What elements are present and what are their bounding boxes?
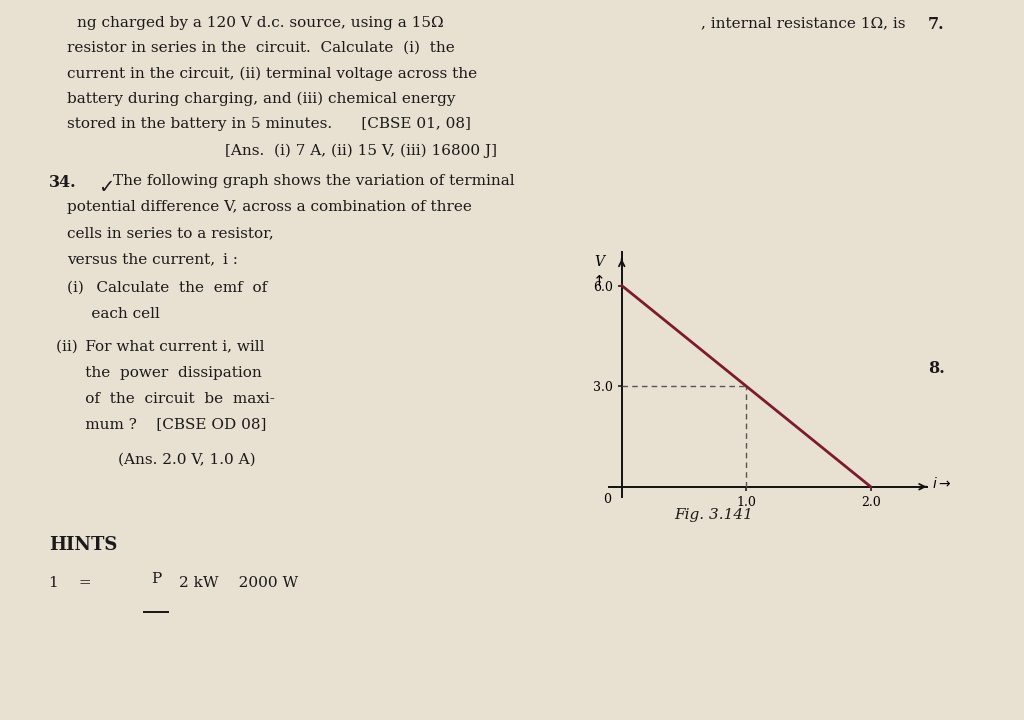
Text: Fig. 3.141: Fig. 3.141 bbox=[674, 508, 753, 521]
Text: current in the circuit, (ii) terminal voltage across the: current in the circuit, (ii) terminal vo… bbox=[67, 66, 477, 81]
Text: potential difference V, across a combination of three: potential difference V, across a combina… bbox=[67, 200, 471, 214]
Text: ng charged by a 120 V d.c. source, using a 15Ω: ng charged by a 120 V d.c. source, using… bbox=[77, 16, 443, 30]
Text: HINTS: HINTS bbox=[49, 536, 118, 554]
Text: ↑: ↑ bbox=[593, 274, 606, 289]
Text: ✓: ✓ bbox=[98, 178, 115, 197]
Text: 8.: 8. bbox=[928, 360, 944, 377]
Text: 2 kW  2000 W: 2 kW 2000 W bbox=[179, 576, 298, 590]
Text: V: V bbox=[594, 255, 604, 269]
Text: (Ans. 2.0 V, 1.0 A): (Ans. 2.0 V, 1.0 A) bbox=[118, 452, 255, 466]
Text: the  power  dissipation: the power dissipation bbox=[56, 366, 262, 379]
Text: resistor in series in the  circuit.  Calculate  (i)  the: resistor in series in the circuit. Calcu… bbox=[67, 41, 455, 55]
Text: stored in the battery in 5 minutes.      [CBSE 01, 08]: stored in the battery in 5 minutes. [CBS… bbox=[67, 117, 470, 130]
Text: (ii) For what current i, will: (ii) For what current i, will bbox=[56, 340, 265, 354]
Text: versus the current,  i :: versus the current, i : bbox=[67, 252, 238, 266]
Text: mum ?    [CBSE OD 08]: mum ? [CBSE OD 08] bbox=[56, 418, 266, 431]
Text: each cell: each cell bbox=[67, 307, 160, 320]
Text: battery during charging, and (iii) chemical energy: battery during charging, and (iii) chemi… bbox=[67, 91, 455, 106]
Text: [Ans.  (i) 7 A, (ii) 15 V, (iii) 16800 J]: [Ans. (i) 7 A, (ii) 15 V, (iii) 16800 J] bbox=[225, 144, 498, 158]
Text: The following graph shows the variation of terminal: The following graph shows the variation … bbox=[113, 174, 514, 188]
Text: 0: 0 bbox=[603, 493, 610, 506]
Text: (i)  Calculate  the  emf  of: (i) Calculate the emf of bbox=[67, 281, 267, 294]
Text: , internal resistance 1Ω, is: , internal resistance 1Ω, is bbox=[701, 16, 906, 30]
Text: P: P bbox=[152, 572, 162, 586]
Text: $i \rightarrow$: $i \rightarrow$ bbox=[932, 476, 951, 491]
Text: 7.: 7. bbox=[928, 16, 944, 33]
Text: 34.: 34. bbox=[49, 174, 77, 192]
Text: 1  =: 1 = bbox=[49, 576, 108, 590]
Text: cells in series to a resistor,: cells in series to a resistor, bbox=[67, 226, 273, 240]
Text: of  the  circuit  be  maxi-: of the circuit be maxi- bbox=[56, 392, 275, 405]
